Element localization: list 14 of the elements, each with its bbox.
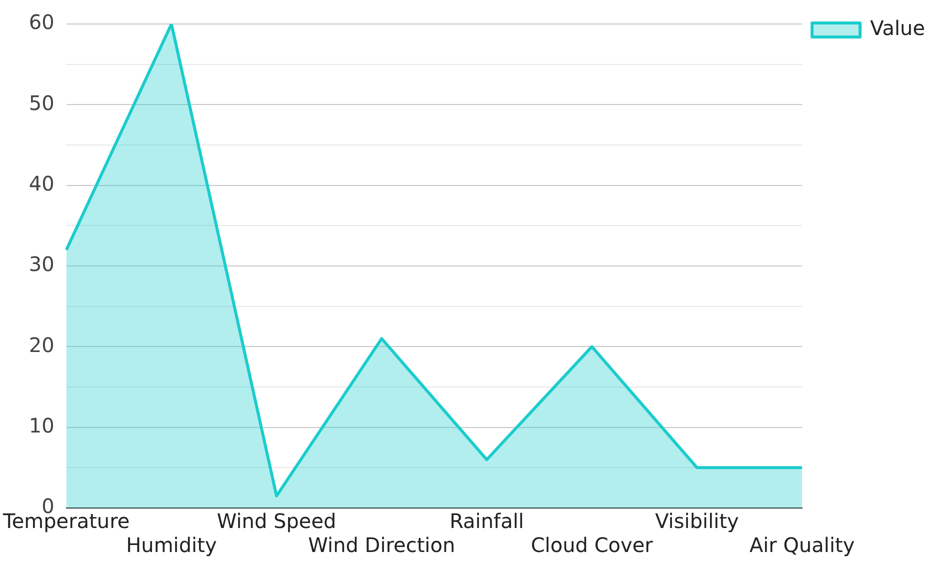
x-tick-label: Air Quality	[749, 533, 855, 558]
x-tick-label: Cloud Cover	[530, 533, 654, 558]
y-tick-label: 20	[28, 332, 54, 357]
x-tick-label: Wind Speed	[216, 509, 336, 534]
legend-label: Value	[870, 16, 925, 40]
y-tick-label: 50	[28, 90, 54, 115]
y-tick-label: 40	[28, 172, 54, 196]
x-tick-label: Wind Direction	[308, 533, 456, 558]
y-tick-label: 30	[28, 252, 54, 276]
y-tick-label: 10	[28, 414, 54, 438]
x-tick-label: Humidity	[126, 533, 217, 558]
x-tick-label: Rainfall	[450, 509, 524, 534]
x-tick-label: Visibility	[655, 509, 740, 534]
y-tick-label: 60	[28, 10, 54, 34]
